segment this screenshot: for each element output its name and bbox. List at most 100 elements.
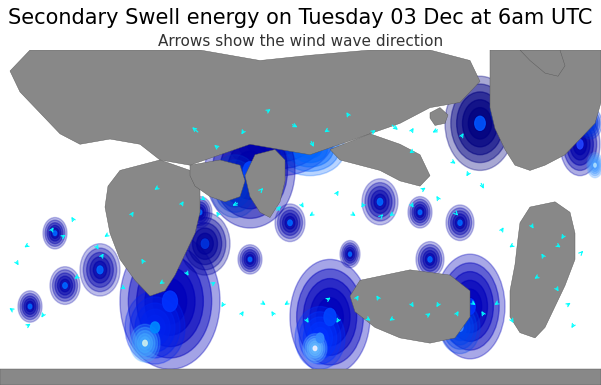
Ellipse shape xyxy=(316,333,324,343)
Ellipse shape xyxy=(145,315,165,340)
Ellipse shape xyxy=(222,171,248,202)
Text: Secondary Swell energy on Tuesday 03 Dec at 6am UTC: Secondary Swell energy on Tuesday 03 Dec… xyxy=(8,8,593,27)
Ellipse shape xyxy=(582,113,598,134)
Ellipse shape xyxy=(87,253,114,287)
Ellipse shape xyxy=(275,204,305,242)
Ellipse shape xyxy=(49,225,61,241)
Ellipse shape xyxy=(563,118,597,171)
Ellipse shape xyxy=(368,186,392,217)
Ellipse shape xyxy=(28,304,32,309)
Ellipse shape xyxy=(446,205,474,241)
Ellipse shape xyxy=(475,116,485,131)
Polygon shape xyxy=(520,50,565,76)
Ellipse shape xyxy=(458,220,462,226)
Ellipse shape xyxy=(311,343,319,353)
Ellipse shape xyxy=(24,299,36,314)
Ellipse shape xyxy=(305,146,316,153)
Ellipse shape xyxy=(93,261,106,279)
Ellipse shape xyxy=(416,207,424,218)
Ellipse shape xyxy=(192,202,208,223)
Ellipse shape xyxy=(153,279,187,324)
Ellipse shape xyxy=(503,99,517,116)
Ellipse shape xyxy=(63,283,67,289)
Ellipse shape xyxy=(240,247,260,271)
Ellipse shape xyxy=(271,127,289,141)
Ellipse shape xyxy=(457,323,463,332)
Ellipse shape xyxy=(418,210,422,215)
Ellipse shape xyxy=(162,290,178,313)
Ellipse shape xyxy=(468,108,492,139)
Ellipse shape xyxy=(377,198,383,205)
Ellipse shape xyxy=(63,283,67,288)
Ellipse shape xyxy=(197,233,213,254)
Ellipse shape xyxy=(312,327,328,348)
Ellipse shape xyxy=(272,127,288,140)
Ellipse shape xyxy=(451,211,469,234)
Ellipse shape xyxy=(570,129,590,160)
Ellipse shape xyxy=(313,346,317,351)
Ellipse shape xyxy=(225,92,335,176)
Ellipse shape xyxy=(308,322,332,353)
Ellipse shape xyxy=(129,244,212,358)
Ellipse shape xyxy=(55,273,75,298)
Ellipse shape xyxy=(293,136,328,162)
Ellipse shape xyxy=(84,248,117,292)
Ellipse shape xyxy=(584,116,596,131)
Ellipse shape xyxy=(317,298,343,336)
Ellipse shape xyxy=(324,308,336,326)
Ellipse shape xyxy=(280,210,300,235)
Ellipse shape xyxy=(453,319,466,336)
Ellipse shape xyxy=(591,159,599,171)
Ellipse shape xyxy=(201,239,209,248)
Ellipse shape xyxy=(428,256,432,262)
Ellipse shape xyxy=(60,279,70,292)
Ellipse shape xyxy=(246,254,254,264)
Ellipse shape xyxy=(135,331,155,356)
Ellipse shape xyxy=(150,322,159,333)
Ellipse shape xyxy=(90,257,110,283)
Ellipse shape xyxy=(97,266,103,274)
Ellipse shape xyxy=(310,288,350,346)
Polygon shape xyxy=(190,160,245,202)
Ellipse shape xyxy=(125,291,185,364)
Ellipse shape xyxy=(234,99,326,169)
Ellipse shape xyxy=(371,190,389,213)
Ellipse shape xyxy=(588,121,592,126)
Ellipse shape xyxy=(421,248,439,271)
Ellipse shape xyxy=(500,95,520,121)
Ellipse shape xyxy=(587,152,601,178)
Ellipse shape xyxy=(198,210,202,215)
Ellipse shape xyxy=(447,310,474,345)
Ellipse shape xyxy=(227,176,243,197)
Ellipse shape xyxy=(243,162,257,179)
Ellipse shape xyxy=(290,259,370,375)
Ellipse shape xyxy=(278,207,302,238)
Ellipse shape xyxy=(412,202,428,223)
Ellipse shape xyxy=(287,132,334,167)
Polygon shape xyxy=(490,50,601,171)
Ellipse shape xyxy=(374,194,386,209)
Ellipse shape xyxy=(282,213,297,232)
Ellipse shape xyxy=(136,256,203,346)
Ellipse shape xyxy=(299,312,341,364)
Ellipse shape xyxy=(560,113,600,176)
Ellipse shape xyxy=(47,223,63,244)
Ellipse shape xyxy=(453,280,487,333)
Ellipse shape xyxy=(58,276,73,295)
Polygon shape xyxy=(510,202,575,338)
Ellipse shape xyxy=(573,134,587,155)
Ellipse shape xyxy=(593,161,597,169)
Ellipse shape xyxy=(423,251,437,268)
Ellipse shape xyxy=(588,155,601,176)
Ellipse shape xyxy=(490,82,530,134)
Ellipse shape xyxy=(507,104,513,112)
Ellipse shape xyxy=(459,289,481,324)
Ellipse shape xyxy=(444,306,477,349)
Ellipse shape xyxy=(218,165,252,207)
Ellipse shape xyxy=(365,182,395,221)
Ellipse shape xyxy=(252,113,308,155)
Ellipse shape xyxy=(142,340,147,346)
Ellipse shape xyxy=(440,301,480,353)
Ellipse shape xyxy=(242,249,258,269)
Ellipse shape xyxy=(303,334,327,363)
